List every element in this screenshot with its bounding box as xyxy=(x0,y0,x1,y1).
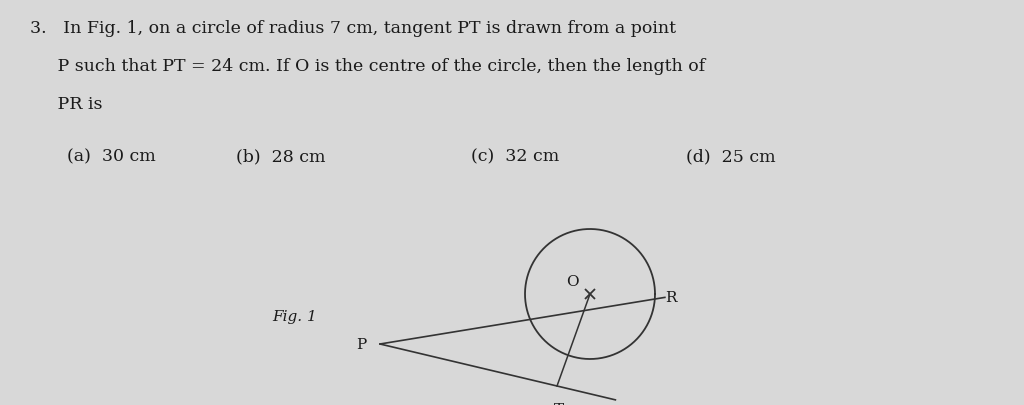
Text: Fig. 1: Fig. 1 xyxy=(272,309,317,323)
Text: P: P xyxy=(355,337,366,351)
Text: P such that PT = 24 cm. If O is the centre of the circle, then the length of: P such that PT = 24 cm. If O is the cent… xyxy=(30,58,706,75)
Text: (b)  28 cm: (b) 28 cm xyxy=(236,148,325,164)
Text: (d)  25 cm: (d) 25 cm xyxy=(686,148,776,164)
Text: (a)  30 cm: (a) 30 cm xyxy=(67,148,156,164)
Text: 3.   In Fig. 1, on a circle of radius 7 cm, tangent PT is drawn from a point: 3. In Fig. 1, on a circle of radius 7 cm… xyxy=(30,20,676,37)
Text: (c)  32 cm: (c) 32 cm xyxy=(471,148,559,164)
Text: R: R xyxy=(666,290,677,304)
Text: O: O xyxy=(565,274,579,288)
Text: T: T xyxy=(554,402,564,405)
Text: PR is: PR is xyxy=(30,96,102,113)
